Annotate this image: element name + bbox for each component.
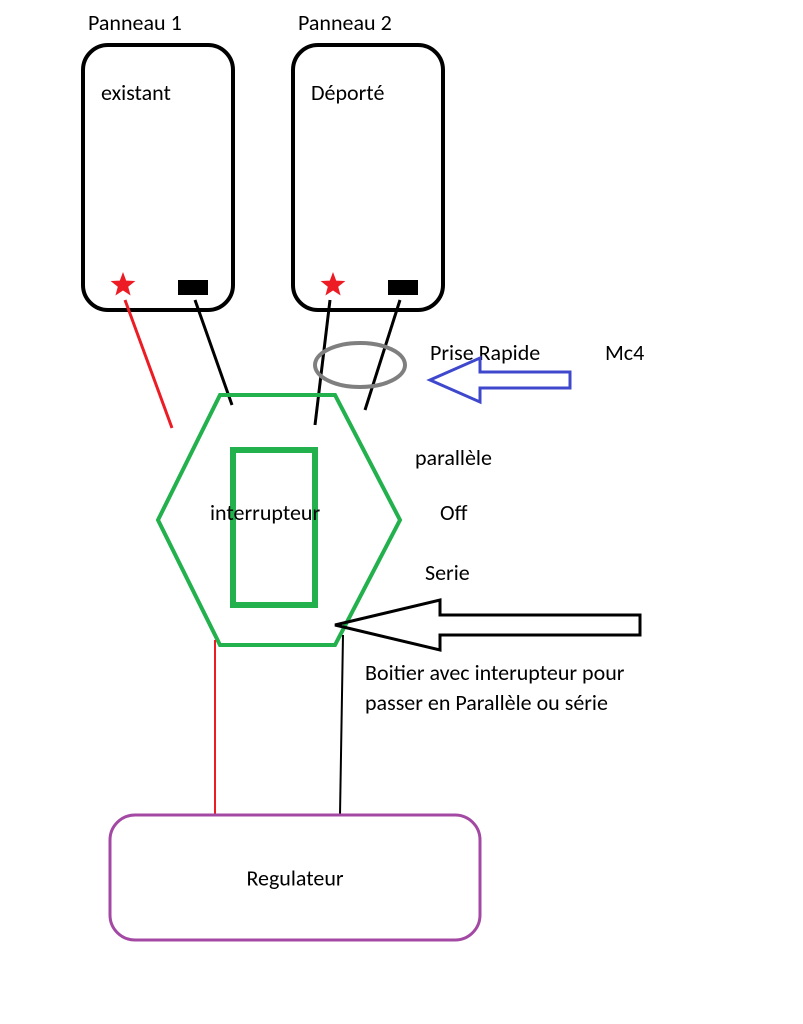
- diagram-canvas: Panneau 1 existant Panneau 2 Déporté Pri…: [0, 0, 803, 1024]
- switch-rectangle: [233, 450, 315, 605]
- mode-label-off: Off: [440, 499, 468, 526]
- panel-1-subtitle: existant: [101, 79, 171, 106]
- panel-2-negative-terminal-icon: [388, 280, 418, 295]
- connector-label-2: Mc4: [605, 339, 644, 366]
- mode-label-parallele: parallèle: [415, 444, 492, 471]
- arrow-black-icon: [335, 600, 640, 650]
- panel-2-subtitle: Déporté: [311, 79, 384, 106]
- mode-label-serie: Serie: [425, 559, 470, 586]
- panel-1-negative-terminal-icon: [178, 280, 208, 295]
- wire-panel1-red: [125, 300, 172, 428]
- wire-out-black: [340, 635, 343, 815]
- regulator-label: Regulateur: [246, 865, 343, 892]
- switch-label: interrupteur: [210, 499, 320, 526]
- panel-1-positive-terminal-icon: [111, 272, 136, 296]
- panel-2: Panneau 2 Déporté: [293, 9, 443, 310]
- panel-1: Panneau 1 existant: [83, 9, 233, 310]
- wire-panel1-black: [195, 300, 232, 405]
- panel-2-positive-terminal-icon: [321, 272, 346, 296]
- panel-1-title: Panneau 1: [88, 9, 182, 36]
- connector-label-1: Prise Rapide: [430, 339, 540, 366]
- panel-2-title: Panneau 2: [298, 9, 392, 36]
- callout-line-2: passer en Parallèle ou série: [365, 689, 608, 716]
- wire-panel2-black: [365, 300, 400, 410]
- callout-line-1: Boitier avec interupteur pour: [365, 659, 625, 686]
- mc4-connector-icon: [315, 343, 405, 387]
